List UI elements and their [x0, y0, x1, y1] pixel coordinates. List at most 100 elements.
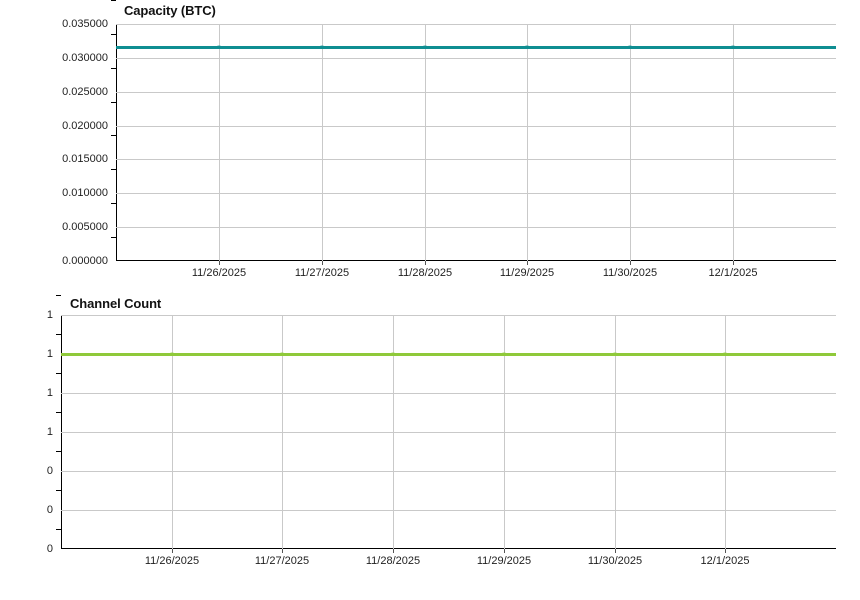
channel-count-chart-panel: Channel Count 1 1 1 1 0 0 0 11/26/2025 11/27/202… [0, 295, 860, 600]
x-axis-tick-label: 12/1/2025 [708, 267, 758, 279]
series-line-channels[interactable] [61, 353, 836, 356]
gridline-vertical [425, 24, 426, 261]
x-axis-tick-label: 11/29/2025 [499, 267, 555, 279]
y-axis-tick-label: 0.010000 [62, 187, 108, 200]
y-axis-tick-label: 0.025000 [62, 85, 108, 98]
x-axis-tick-mark [282, 549, 283, 553]
gridline-vertical [219, 24, 220, 261]
y-axis-tick-mark [56, 373, 61, 374]
y-axis-tick-label: 0.000000 [62, 255, 108, 267]
capacity-chart-panel: Capacity (BTC) 0.035000 0.030000 0.025000 0… [0, 0, 860, 295]
y-axis-tick-mark [56, 490, 61, 491]
x-axis-tick-mark [322, 261, 323, 265]
x-axis-tick-label: 12/1/2025 [700, 555, 750, 567]
series-data-point[interactable] [391, 352, 395, 356]
y-axis-tick-mark [111, 203, 116, 204]
y-axis-tick-mark [56, 529, 61, 530]
series-data-point[interactable] [217, 45, 221, 49]
channel-count-chart-title: Channel Count [70, 296, 162, 311]
capacity-chart-title: Capacity (BTC) [124, 3, 216, 18]
series-data-point[interactable] [628, 45, 632, 49]
x-axis-tick-label: 11/29/2025 [476, 555, 532, 567]
x-axis-tick-label: 11/30/2025 [587, 555, 643, 567]
y-axis-tick-mark [56, 412, 61, 413]
y-axis-tick-mark [56, 334, 61, 335]
gridline-horizontal [116, 24, 836, 25]
x-axis-tick-mark [733, 261, 734, 265]
x-axis-tick-mark [393, 549, 394, 553]
gridline-vertical [172, 315, 173, 549]
channel-count-x-axis [61, 548, 836, 549]
y-axis-tick-label: 0.005000 [62, 221, 108, 234]
gridline-horizontal [116, 58, 836, 59]
x-axis-tick-label: 11/30/2025 [602, 267, 658, 279]
y-axis-tick-mark [111, 68, 116, 69]
capacity-y-axis [116, 24, 117, 261]
y-axis-tick-label: 0.035000 [62, 18, 108, 30]
gridline-horizontal [61, 315, 836, 316]
y-axis-tick-mark [111, 34, 116, 35]
y-axis-tick-label: 0.015000 [62, 153, 108, 166]
x-axis-tick-mark [219, 261, 220, 265]
gridline-horizontal [61, 432, 836, 433]
series-data-point[interactable] [525, 45, 529, 49]
y-axis-tick-label: 1 [46, 387, 53, 399]
x-axis-tick-mark [504, 549, 505, 553]
gridline-vertical [504, 315, 505, 549]
y-axis-tick-label: 0.030000 [62, 51, 108, 64]
gridline-horizontal [61, 393, 836, 394]
series-data-point[interactable] [731, 45, 735, 49]
x-axis-tick-label: 11/27/2025 [294, 267, 350, 279]
y-axis-tick-label: 0 [46, 465, 53, 477]
series-data-point[interactable] [723, 352, 727, 356]
series-data-point[interactable] [613, 352, 617, 356]
series-data-point[interactable] [502, 352, 506, 356]
y-axis-tick-mark [111, 135, 116, 136]
x-axis-tick-label: 11/28/2025 [365, 555, 421, 567]
capacity-x-axis [116, 260, 836, 261]
y-axis-tick-mark [111, 237, 116, 238]
series-line-capacity[interactable] [116, 46, 836, 49]
y-axis-tick-label: 0.020000 [62, 119, 108, 132]
series-data-point[interactable] [280, 352, 284, 356]
gridline-vertical [725, 315, 726, 549]
x-axis-tick-mark [527, 261, 528, 265]
gridline-horizontal [116, 193, 836, 194]
gridline-horizontal [116, 159, 836, 160]
y-axis-tick-label: 0 [46, 504, 53, 516]
x-axis-tick-label: 11/28/2025 [397, 267, 453, 279]
y-axis-tick-label: 0 [46, 543, 53, 555]
gridline-vertical [282, 315, 283, 549]
gridline-vertical [733, 24, 734, 261]
x-axis-tick-label: 11/26/2025 [191, 267, 247, 279]
gridline-horizontal [61, 471, 836, 472]
x-axis-tick-label: 11/27/2025 [254, 555, 310, 567]
gridline-horizontal [116, 126, 836, 127]
y-axis-tick-mark [56, 295, 61, 296]
y-axis-tick-label: 1 [46, 426, 53, 438]
x-axis-tick-mark [172, 549, 173, 553]
capacity-plot-area[interactable] [116, 24, 836, 261]
gridline-horizontal [116, 92, 836, 93]
x-axis-tick-mark [725, 549, 726, 553]
channel-count-plot-area[interactable] [61, 315, 836, 549]
gridline-vertical [630, 24, 631, 261]
x-axis-tick-mark [425, 261, 426, 265]
y-axis-tick-mark [111, 0, 116, 1]
y-axis-tick-mark [111, 169, 116, 170]
x-axis-tick-mark [630, 261, 631, 265]
x-axis-tick-mark [615, 549, 616, 553]
gridline-vertical [393, 315, 394, 549]
gridline-horizontal [61, 510, 836, 511]
series-data-point[interactable] [320, 45, 324, 49]
y-axis-tick-label: 1 [46, 348, 53, 360]
y-axis-tick-label: 1 [46, 309, 53, 321]
y-axis-tick-mark [56, 451, 61, 452]
gridline-vertical [322, 24, 323, 261]
series-data-point[interactable] [423, 45, 427, 49]
series-data-point[interactable] [170, 352, 174, 356]
gridline-vertical [527, 24, 528, 261]
gridline-vertical [615, 315, 616, 549]
gridline-horizontal [116, 227, 836, 228]
y-axis-tick-mark [111, 102, 116, 103]
